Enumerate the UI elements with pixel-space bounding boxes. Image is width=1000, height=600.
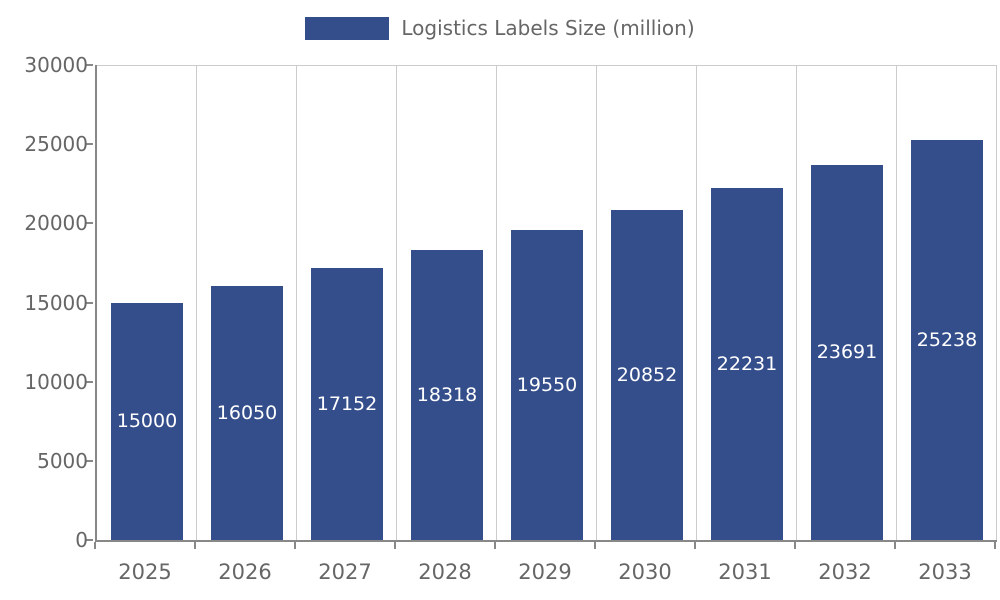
- x-axis-tick-label: 2029: [518, 560, 572, 584]
- bar-2032: 23691: [811, 164, 883, 540]
- bar-value-label: 17152: [316, 393, 378, 416]
- bar-2031: 22231: [711, 188, 783, 540]
- x-axis-tick: [394, 542, 396, 549]
- x-axis-tick-label: 2033: [918, 560, 972, 584]
- x-axis-tick-label: 2032: [818, 560, 872, 584]
- x-axis-tick: [994, 542, 996, 549]
- gridline-vertical: [495, 65, 497, 540]
- plot-area: 15000 16050 17152 18318 19550 20852 22231 23691…: [95, 65, 997, 542]
- bar-2028: 18318: [411, 249, 483, 540]
- y-axis-tick-label: 30000: [24, 53, 88, 77]
- legend-swatch: [305, 16, 390, 40]
- y-axis-tick-label: 20000: [24, 211, 88, 236]
- gridline-vertical: [295, 65, 297, 540]
- bar-value-label: 22231: [716, 353, 778, 375]
- y-axis-tick-label: 0: [75, 528, 88, 552]
- y-axis-tick: [86, 143, 93, 146]
- x-axis-tick: [894, 542, 896, 549]
- x-axis-tick-label: 2027: [318, 560, 372, 584]
- y-axis-tick-label: 25000: [24, 132, 88, 157]
- gridline-vertical: [395, 65, 397, 540]
- bar-2025: 15000: [110, 302, 183, 540]
- x-axis-tick-label: 2030: [618, 560, 672, 584]
- x-axis-tick-label: 2026: [218, 560, 272, 584]
- bar-value-label: 25238: [916, 329, 978, 352]
- legend[interactable]: Logistics Labels Size (million): [0, 16, 1000, 40]
- y-axis-tick: [86, 380, 93, 383]
- bar-2027: 17152: [311, 268, 383, 540]
- gridline-horizontal-top: [97, 65, 997, 66]
- bar-2029: 19550: [511, 230, 583, 540]
- bar-2030: 20852: [611, 209, 683, 540]
- bar-value-label: 15000: [116, 410, 178, 433]
- gridline-vertical: [996, 65, 997, 540]
- bar-2033: 25238: [911, 140, 983, 540]
- gridline-vertical: [895, 65, 897, 540]
- x-axis-tick: [494, 542, 496, 549]
- x-axis-tick: [594, 542, 596, 549]
- x-axis-tick-label: 2025: [118, 560, 172, 584]
- gridline-vertical: [695, 65, 697, 540]
- bar-value-label: 18318: [416, 383, 478, 406]
- x-axis-tick: [294, 542, 296, 549]
- y-axis-tick-label: 5000: [37, 448, 88, 473]
- y-axis-tick: [86, 539, 93, 541]
- legend-label: Logistics Labels Size (million): [401, 16, 695, 40]
- y-axis-tick: [86, 64, 93, 66]
- gridline-vertical: [195, 65, 197, 540]
- x-axis-tick-label: 2031: [718, 560, 772, 584]
- bar-2026: 16050: [211, 285, 283, 540]
- y-axis-tick-label: 15000: [24, 290, 88, 315]
- x-axis-tick: [194, 542, 196, 549]
- gridline-vertical: [596, 65, 597, 540]
- y-axis-tick-label: 10000: [24, 369, 88, 394]
- x-axis-tick-label: 2028: [418, 560, 472, 584]
- x-axis-tick: [94, 542, 96, 549]
- y-axis-tick: [86, 222, 93, 225]
- x-axis-tick: [794, 542, 796, 549]
- x-axis-tick: [694, 542, 696, 549]
- bar-value-label: 19550: [516, 374, 578, 397]
- bar-value-label: 23691: [816, 341, 878, 364]
- y-axis-tick: [86, 301, 93, 304]
- bar-value-label: 16050: [216, 401, 278, 424]
- bar-value-label: 20852: [616, 363, 678, 386]
- gridline-vertical: [796, 65, 797, 540]
- y-axis-tick: [86, 459, 93, 462]
